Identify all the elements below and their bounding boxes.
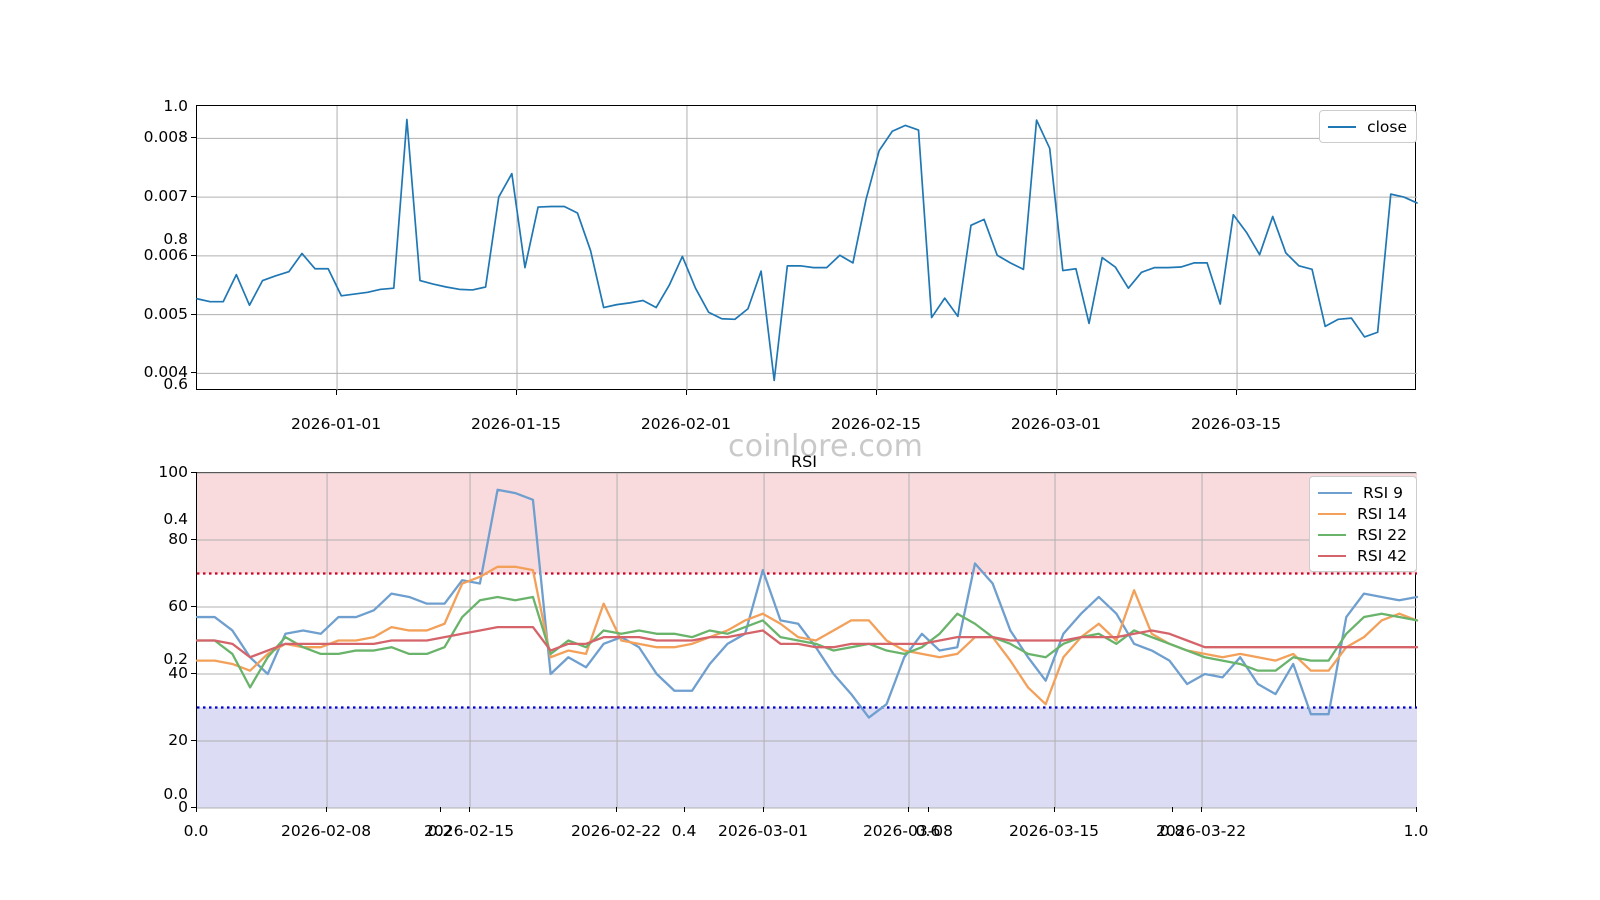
rsi-x-tick-secondary-mark (928, 807, 929, 812)
price-x-tick-mark (1236, 390, 1238, 395)
rsi-x-tick: 2026-02-22 (570, 822, 662, 840)
price-y-tick: 0.004 (143, 363, 188, 382)
price-legend[interactable]: close (1319, 110, 1417, 143)
legend-item-rsi-42[interactable]: RSI 42 (1318, 545, 1407, 566)
rsi-x-tick-mark (907, 807, 909, 812)
price-x-tick: 2026-01-01 (291, 415, 382, 433)
legend-swatch-rsi-22 (1318, 533, 1347, 536)
rsi-y-tick: 20 (168, 731, 188, 749)
rsi-y-tick: 0 (178, 798, 188, 816)
rsi-y-tick-mark (191, 807, 196, 808)
rsi-x-tick-mark (1201, 807, 1203, 812)
legend-swatch-close (1328, 125, 1357, 128)
legend-swatch-rsi-42 (1318, 554, 1347, 557)
rsi-x-tick-secondary: 0.8 (1159, 822, 1185, 840)
rsi-x-tick-secondary: 0.4 (671, 822, 697, 840)
rsi-x-tick-secondary: 0.6 (915, 822, 941, 840)
price-y-tick-secondary: 0.6 (163, 375, 188, 393)
price-plot-area (196, 105, 1418, 391)
rsi-y-tick-mark (191, 539, 196, 540)
legend-swatch-rsi-9 (1318, 491, 1352, 494)
legend-label-rsi-14: RSI 14 (1357, 504, 1407, 523)
price-y-tick: 0.006 (143, 245, 188, 264)
rsi-y-tick-secondary: 0.4 (163, 510, 188, 528)
rsi-x-tick-mark (469, 807, 471, 812)
rsi-y-tick-mark (191, 673, 196, 674)
rsi-y-tick: 60 (168, 597, 188, 615)
rsi-y-tick: 80 (168, 530, 188, 548)
legend-item-close[interactable]: close (1328, 116, 1407, 137)
price-y-tick-mark (191, 137, 196, 139)
price-x-tick: 2026-02-15 (830, 415, 922, 433)
rsi-x-tick: 2026-02-08 (281, 822, 372, 840)
rsi-x-tick: 2026-03-15 (1008, 822, 1100, 840)
rsi-x-tick: 2026-03-01 (718, 822, 809, 840)
legend-item-rsi-14[interactable]: RSI 14 (1318, 503, 1407, 524)
rsi-x-tick: 2026-03-22 (1155, 822, 1247, 840)
price-x-tick-mark (685, 390, 687, 395)
price-y-tick-mark (191, 254, 196, 256)
rsi-x-tick-mark (326, 807, 328, 812)
price-x-tick: 2026-03-15 (1191, 415, 1282, 433)
price-y-tick-secondary: 1.0 (163, 97, 188, 115)
rsi-y-tick-mark (191, 472, 196, 473)
price-y-tick-mark (191, 313, 196, 315)
legend-label-rsi-22: RSI 22 (1357, 525, 1407, 544)
price-y-tick: 0.007 (143, 187, 188, 206)
price-x-tick-mark (516, 390, 517, 395)
rsi-x-tick-mark (1054, 807, 1056, 812)
rsi-y-tick: 40 (168, 664, 188, 682)
price-y-tick-mark (191, 372, 196, 374)
legend-item-rsi-22[interactable]: RSI 22 (1318, 524, 1407, 545)
legend-item-rsi-9[interactable]: RSI 9 (1318, 482, 1407, 503)
rsi-x-tick-secondary-mark (196, 807, 197, 812)
rsi-x-tick-mark (616, 807, 618, 812)
price-x-tick: 2026-01-15 (470, 415, 562, 433)
price-x-tick-mark (876, 390, 878, 395)
rsi-y-tick-secondary: 0.2 (163, 650, 188, 668)
watermark: coinlore.com (728, 429, 924, 464)
price-panel: 0.008 0.007 0.006 0.005 0.004 1.0 0.8 0.6 2026… (0, 0, 1600, 433)
rsi-y-tick-mark (191, 606, 196, 607)
legend-label-rsi-42: RSI 42 (1357, 546, 1407, 565)
rsi-x-tick-secondary-mark (440, 807, 441, 812)
rsi-y-tick-secondary: 0.0 (163, 785, 188, 803)
price-x-tick: 2026-03-01 (1010, 415, 1102, 433)
rsi-x-tick: 2026-03-08 (862, 822, 954, 840)
price-x-tick-mark (1055, 390, 1057, 395)
price-y-tick-secondary: 0.8 (163, 230, 188, 248)
legend-swatch-rsi-14 (1318, 512, 1347, 515)
price-y-tick: 0.005 (143, 304, 188, 323)
rsi-plot-area (195, 472, 1419, 809)
rsi-x-tick-secondary-mark (684, 807, 685, 812)
rsi-line-svg (195, 472, 1419, 809)
rsi-legend[interactable]: RSI 9 RSI 14 RSI 22 RSI 42 (1309, 476, 1417, 572)
rsi-y-tick-mark (191, 740, 196, 741)
rsi-x-tick-secondary: 0.0 (183, 822, 209, 840)
price-x-tick: 2026-02-01 (640, 415, 731, 433)
rsi-panel: 100 80 60 40 20 0 0.4 0.2 0.0 2026-02-08 2026-02… (0, 420, 1600, 900)
price-x-tick-mark (336, 390, 338, 395)
rsi-x-tick-secondary: 1.0 (1403, 822, 1429, 840)
legend-label-rsi-9: RSI 9 (1363, 483, 1403, 502)
rsi-panel-title: RSI (791, 452, 817, 471)
rsi-x-tick: 2026-02-15 (423, 822, 515, 840)
rsi-x-tick-secondary-mark (1172, 807, 1173, 812)
rsi-x-tick-mark (763, 807, 765, 812)
rsi-y-tick: 100 (158, 463, 188, 481)
rsi-x-tick-secondary-mark (1416, 807, 1417, 812)
price-y-tick: 0.008 (143, 128, 188, 147)
legend-label-close: close (1367, 117, 1407, 136)
rsi-x-tick-secondary: 0.2 (427, 822, 453, 840)
price-y-tick-mark (191, 196, 196, 198)
price-line-svg (196, 106, 1418, 391)
